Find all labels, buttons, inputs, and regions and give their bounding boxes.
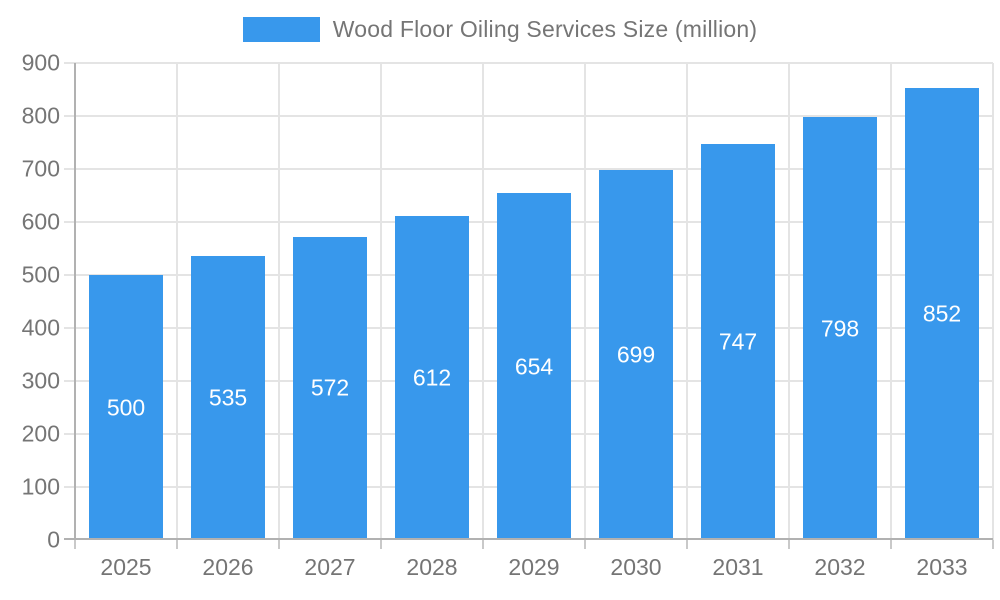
- bar-value-label: 500: [106, 394, 146, 420]
- bar-2031: 747: [701, 144, 775, 540]
- bar-2027: 572: [293, 236, 367, 540]
- x-tick-label: 2029: [508, 554, 560, 580]
- y-tick-label: 200: [21, 420, 60, 447]
- y-tick-label: 300: [21, 367, 60, 394]
- bar-2030: 699: [599, 169, 673, 540]
- y-tick-label: 100: [21, 473, 60, 500]
- x-tick-label: 2027: [304, 554, 356, 580]
- legend-swatch-icon: [242, 17, 320, 42]
- y-axis-line: [74, 63, 76, 540]
- h-gridline: [64, 115, 993, 117]
- x-axis-tick-mark: [890, 540, 892, 549]
- x-axis-tick-mark: [176, 540, 178, 549]
- bar-2028: 612: [395, 215, 469, 540]
- v-gridline: [686, 63, 688, 540]
- plot-area: 500 535 572 612 654 699 747 798 852: [64, 62, 994, 549]
- bar-value-label: 747: [718, 328, 758, 355]
- v-gridline: [992, 63, 994, 540]
- v-gridline: [584, 63, 586, 540]
- y-tick-label: 800: [21, 102, 60, 129]
- bar-value-label: 699: [616, 341, 656, 368]
- v-gridline: [788, 63, 790, 540]
- x-axis-tick-mark: [278, 540, 280, 549]
- bar-value-label: 572: [310, 374, 350, 401]
- x-axis-tick-mark: [584, 540, 586, 549]
- v-gridline: [380, 63, 382, 540]
- x-tick-label: 2033: [916, 554, 968, 580]
- x-axis-tick-mark: [686, 540, 688, 549]
- y-tick-label: 400: [21, 314, 60, 341]
- legend-series-label: Wood Floor Oiling Services Size (million…: [332, 16, 758, 42]
- y-tick-label: 600: [21, 208, 60, 235]
- bar-value-label: 852: [922, 300, 962, 327]
- x-axis-tick-mark: [482, 540, 484, 549]
- bar-2033: 852: [905, 88, 979, 540]
- x-axis-tick-mark: [380, 540, 382, 549]
- bar-2026: 535: [191, 256, 265, 540]
- y-tick-label: 500: [21, 261, 60, 288]
- v-gridline: [176, 63, 178, 540]
- x-tick-label: 2026: [202, 554, 254, 580]
- y-tick-label: 900: [21, 49, 60, 76]
- bar-2025: 500: [89, 275, 163, 540]
- v-gridline: [482, 63, 484, 540]
- bar-2032: 798: [803, 117, 877, 540]
- bar-value-label: 798: [820, 315, 860, 342]
- bar-value-label: 612: [412, 364, 452, 391]
- y-tick-label: 0: [47, 526, 60, 553]
- h-gridline: [64, 168, 993, 170]
- bar-value-label: 654: [514, 353, 554, 380]
- bar-value-label: 535: [208, 384, 248, 411]
- y-axis-tick-labels: 0 100 200 300 400 500 600 700 800 900: [0, 50, 60, 553]
- x-axis-tick-labels: 2025 2026 2027 2028 2029 2030 2031 2032 2033: [75, 554, 993, 584]
- y-tick-label: 700: [21, 155, 60, 182]
- x-tick-label: 2030: [610, 554, 662, 580]
- v-gridline: [278, 63, 280, 540]
- x-tick-label: 2031: [712, 554, 764, 580]
- chart-legend: Wood Floor Oiling Services Size (million…: [0, 16, 1000, 43]
- x-tick-label: 2025: [100, 554, 152, 580]
- v-gridline: [890, 63, 892, 540]
- x-tick-label: 2028: [406, 554, 458, 580]
- bar-2029: 654: [497, 193, 571, 540]
- x-axis-tick-mark: [74, 540, 76, 549]
- x-axis-line: [64, 538, 993, 540]
- x-axis-tick-mark: [788, 540, 790, 549]
- h-gridline: [64, 62, 993, 64]
- x-axis-tick-mark: [992, 540, 994, 549]
- x-tick-label: 2032: [814, 554, 866, 580]
